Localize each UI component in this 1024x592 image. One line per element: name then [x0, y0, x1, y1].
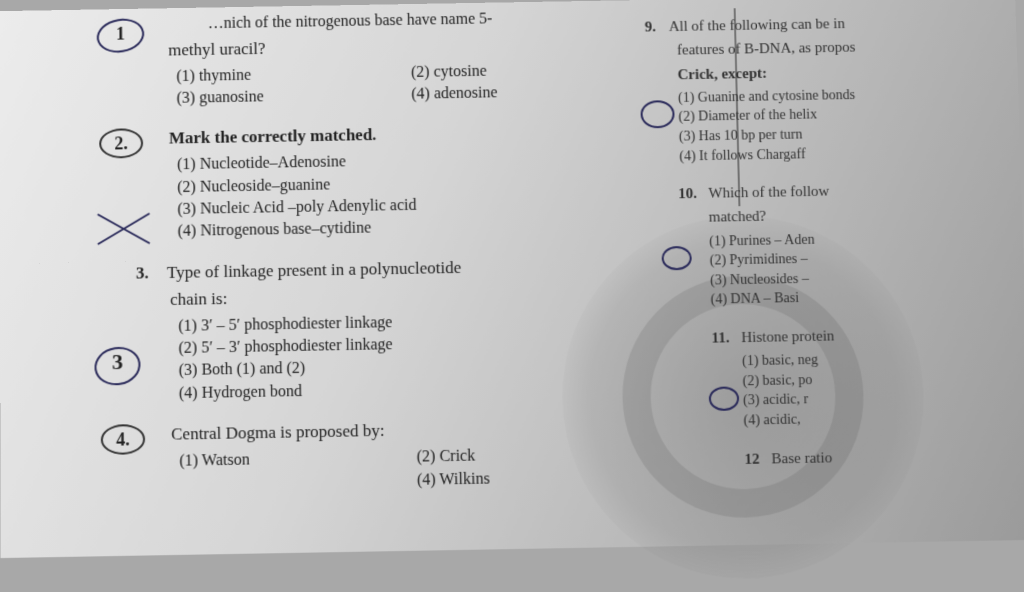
q9-stem-a: All of the following can be in: [669, 16, 846, 35]
qnum-12: 12: [744, 451, 759, 467]
q1-opt3: (3) guanosine: [177, 84, 392, 110]
question-2: 2. Mark the correctly matched. (1) Nucle…: [169, 120, 629, 244]
q4-stem: Central Dogma is proposed by:: [171, 416, 633, 447]
question-1: 1 …nich of the nitrogenous base have nam…: [168, 6, 626, 110]
question-12: 12 Base ratio: [654, 445, 1000, 472]
q9-options: (1) Guanine and cytosine bonds (2) Diame…: [646, 84, 990, 168]
q10-stem-b: matched?: [679, 203, 993, 229]
qnum-2: 2.: [99, 128, 143, 159]
q1-options: (1) thymine (2) cytosine (3) guanosine (…: [168, 58, 626, 110]
q3-stem-b: chain is:: [170, 281, 631, 312]
q2-stem: Mark the correctly matched.: [169, 120, 627, 151]
q2-options: (1) Nucleotide–Adenosine (2) Nucleoside–…: [169, 147, 629, 244]
q4-opt4: (4) Wilkins: [417, 465, 635, 491]
q1-stem-b: methyl uracil?: [168, 31, 625, 62]
qnum-9: 9.: [645, 19, 657, 35]
qnum-11: 11.: [711, 330, 729, 346]
q10-line1: 10. Which of the follow: [678, 179, 992, 205]
q10-stem-a: Which of the follow: [708, 184, 829, 202]
q3-stem-a: Type of linkage present in a polynucleot…: [167, 258, 462, 282]
pen-answer-3: 3: [96, 348, 138, 383]
question-3: 3. Type of linkage present in a polynucl…: [170, 254, 633, 406]
right-column: 9. All of the following can be in featur…: [644, 4, 1001, 506]
q9-line1: 9. All of the following can be in: [645, 12, 987, 38]
left-column: 1 …nich of the nitrogenous base have nam…: [29, 10, 635, 517]
scanned-page: 1 …nich of the nitrogenous base have nam…: [0, 0, 1024, 558]
q10-options: (1) Purines – Aden (2) Pyrimidines – (3)…: [679, 227, 995, 311]
qnum-1: 1: [99, 20, 143, 50]
qnum-3-inline: 3.: [136, 263, 149, 282]
q3-num-stem: 3. Type of linkage present in a polynucl…: [170, 254, 630, 285]
question-10: 10. Which of the follow matched? (1) Pur…: [648, 179, 995, 312]
q10-opt4: (4) DNA – Basi: [710, 286, 995, 311]
pen-strike-q2: [94, 198, 154, 259]
q11-stem: Histone protein: [741, 328, 834, 346]
question-11: 11. Histone protein (1) basic, neg (2) b…: [651, 324, 999, 433]
q1-opt4: (4) adenosine: [411, 80, 626, 106]
q9-stem-c: Crick, except:: [646, 60, 988, 86]
q11-opt4: (4) acidic,: [743, 407, 999, 431]
columns: 1 …nich of the nitrogenous base have nam…: [29, 4, 1001, 517]
q1-stem-a: …nich of the nitrogenous base have name …: [168, 6, 625, 35]
q4-options: (1) Watson (2) Crick (4) Wilkins: [171, 443, 634, 496]
q12-line1: 12 Base ratio: [744, 445, 1000, 470]
q12-stem: Base ratio: [771, 450, 832, 467]
q11-line1: 11. Histone protein: [711, 324, 996, 349]
q4-opt1: (1) Watson: [179, 447, 396, 473]
q11-options: (1) basic, neg (2) basic, po (3) acidic,…: [712, 348, 999, 432]
question-9: 9. All of the following can be in featur…: [645, 12, 991, 167]
q3-options: (1) 3′ – 5′ phosphodiester linkage (2) 5…: [170, 308, 632, 406]
qnum-4: 4.: [101, 424, 145, 455]
qnum-10: 10.: [678, 186, 697, 202]
q9-stem-b: features of B-DNA, as propos: [645, 36, 987, 62]
question-4: 4. Central Dogma is proposed by: (1) Wat…: [171, 416, 634, 497]
